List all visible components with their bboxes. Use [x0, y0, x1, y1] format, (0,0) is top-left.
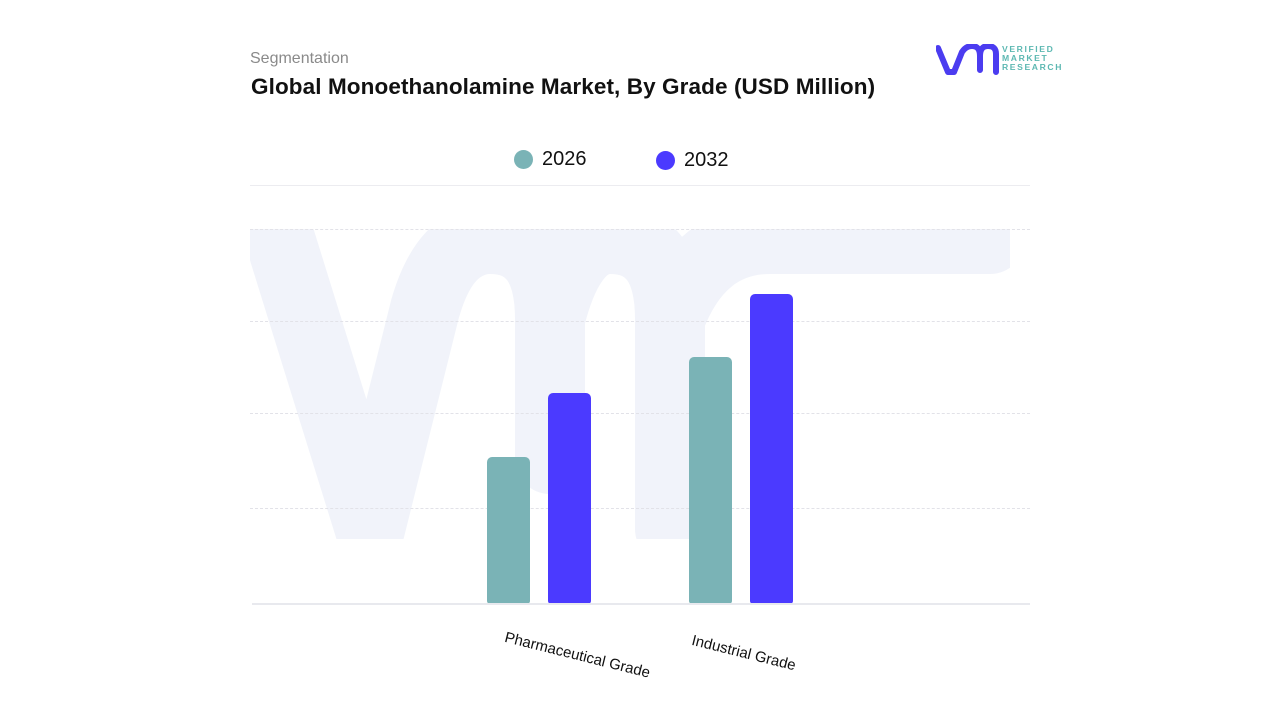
gridline — [250, 508, 1030, 509]
logo-line-verified: VERIFIED — [1002, 44, 1055, 54]
legend-dot-icon — [514, 150, 533, 169]
legend-label: 2032 — [684, 149, 729, 171]
legend-item-2032[interactable]: 2032 — [656, 149, 729, 172]
legend-dot-icon — [656, 151, 675, 170]
x-axis-baseline — [252, 603, 1030, 605]
logo-line-research: RESEARCH — [1002, 62, 1064, 73]
bar-industrial-grade-2032[interactable] — [750, 293, 793, 604]
chart-legend: 2026 2032 — [0, 148, 1280, 176]
legend-item-2026[interactable]: 2026 — [514, 148, 587, 171]
vmr-logo-mark-icon — [936, 44, 999, 75]
chart-subtitle: Segmentation — [250, 50, 349, 67]
bar-industrial-grade-2026[interactable] — [689, 356, 732, 604]
x-tick-industrial-grade: Industrial Grade — [689, 632, 798, 675]
gridline — [250, 413, 1030, 414]
vmr-watermark-icon — [250, 229, 1010, 539]
chart-top-border — [250, 185, 1030, 186]
x-tick-pharmaceutical-grade: Pharmaceutical Grade — [502, 629, 652, 682]
chart-title: Global Monoethanolamine Market, By Grade… — [251, 74, 876, 99]
logo-line-market: MARKET — [1002, 53, 1049, 64]
gridline — [250, 229, 1030, 230]
bar-pharmaceutical-grade-2032[interactable] — [548, 392, 591, 604]
legend-label: 2026 — [542, 148, 587, 170]
bar-pharmaceutical-grade-2026[interactable] — [487, 457, 530, 604]
gridline — [250, 321, 1030, 322]
